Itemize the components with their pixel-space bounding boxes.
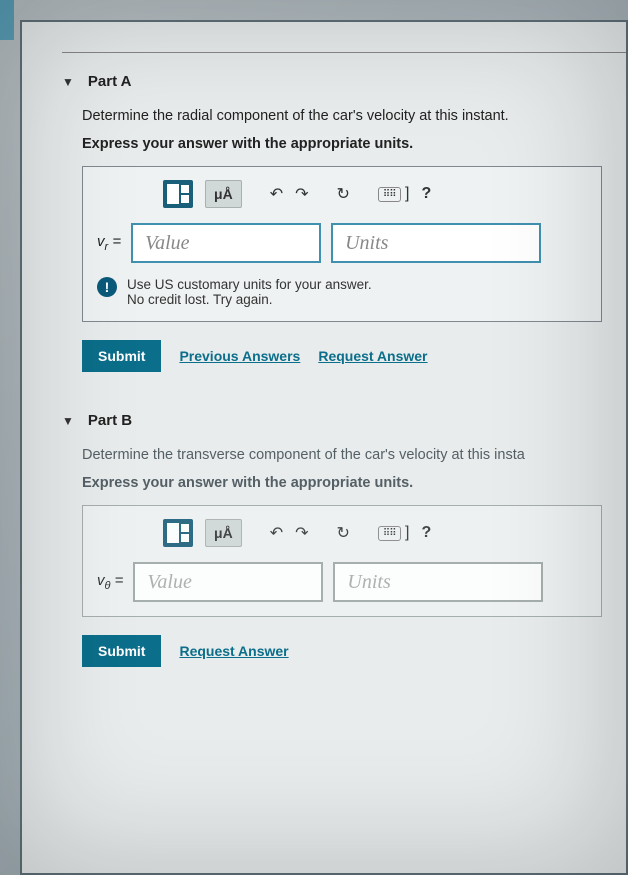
part-a-answer-box: μÅ ↶ ↷ ↻ ⠿⠿ ] ? vr = Value Units (82, 166, 602, 322)
part-b-title: Part B (88, 412, 132, 429)
reset-icon[interactable]: ↻ (331, 518, 356, 548)
part-a-header[interactable]: ▼ Part A (62, 73, 626, 90)
units-input[interactable]: Units (331, 223, 541, 263)
undo-icon[interactable]: ↶ (264, 518, 289, 548)
symbols-icon[interactable]: μÅ (199, 179, 248, 209)
request-answer-link[interactable]: Request Answer (318, 348, 427, 364)
redo-icon[interactable]: ↷ (289, 179, 314, 209)
part-a-toolbar: μÅ ↶ ↷ ↻ ⠿⠿ ] ? (157, 179, 587, 209)
part-b-toolbar: μÅ ↶ ↷ ↻ ⠿⠿ ] ? (157, 518, 587, 548)
caret-down-icon: ▼ (62, 75, 74, 89)
previous-answers-link[interactable]: Previous Answers (179, 348, 300, 364)
part-a-variable: vr = (97, 233, 121, 253)
request-answer-link[interactable]: Request Answer (179, 643, 288, 659)
submit-button[interactable]: Submit (82, 635, 161, 667)
submit-button[interactable]: Submit (82, 340, 161, 372)
part-b-instruction: Express your answer with the appropriate… (82, 475, 626, 491)
part-a-prompt: Determine the radial component of the ca… (82, 108, 626, 124)
keyboard-icon[interactable]: ⠿⠿ ] (372, 179, 416, 209)
keyboard-icon[interactable]: ⠿⠿ ] (372, 518, 416, 548)
part-a-instruction: Express your answer with the appropriate… (82, 136, 626, 152)
value-input[interactable]: Value (133, 562, 323, 602)
help-icon[interactable]: ? (415, 179, 437, 209)
templates-icon[interactable] (157, 518, 199, 548)
part-a-title: Part A (88, 73, 132, 90)
templates-icon[interactable] (157, 179, 199, 209)
part-b-variable: vθ = (97, 572, 123, 592)
feedback-message: ! Use US customary units for your answer… (97, 277, 587, 307)
part-b-prompt: Determine the transverse component of th… (82, 447, 626, 463)
undo-icon[interactable]: ↶ (264, 179, 289, 209)
units-input[interactable]: Units (333, 562, 543, 602)
reset-icon[interactable]: ↻ (331, 179, 356, 209)
caret-down-icon: ▼ (62, 414, 74, 428)
part-b-header[interactable]: ▼ Part B (62, 412, 626, 429)
part-b-answer-box: μÅ ↶ ↷ ↻ ⠿⠿ ] ? vθ = Value Units (82, 505, 602, 617)
info-icon: ! (97, 277, 117, 297)
redo-icon[interactable]: ↷ (289, 518, 314, 548)
value-input[interactable]: Value (131, 223, 321, 263)
symbols-icon[interactable]: μÅ (199, 518, 248, 548)
help-icon[interactable]: ? (415, 518, 437, 548)
